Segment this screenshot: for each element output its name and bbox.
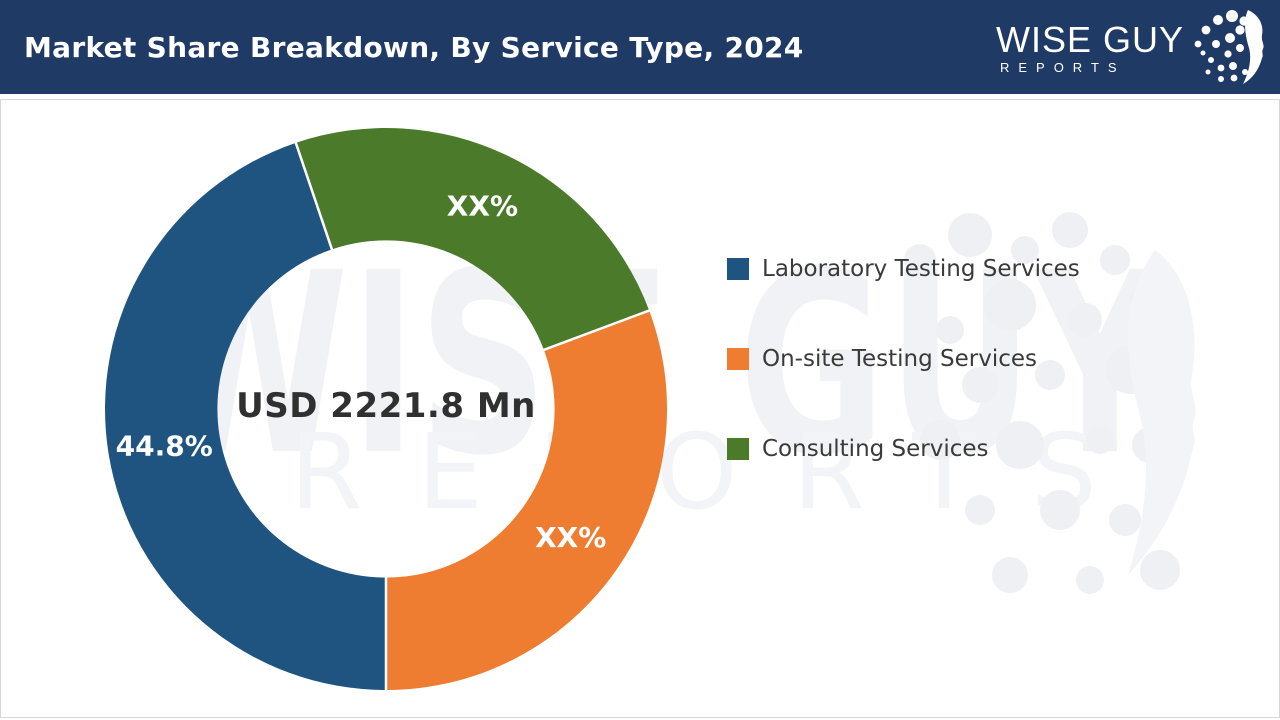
brand-logo: WISE GUY REPORTS: [996, 8, 1264, 88]
donut-segment-on-site-testing-services: [386, 310, 667, 690]
legend-item-on-site-testing-services: On-site Testing Services: [727, 342, 1080, 376]
donut-segment-consulting-services: [295, 128, 650, 350]
legend-label-consulting-services: Consulting Services: [762, 436, 989, 462]
segment-divider: [541, 308, 651, 352]
header-bar: Market Share Breakdown, By Service Type,…: [0, 0, 1280, 94]
brand-logo-subtitle: REPORTS: [999, 60, 1126, 76]
chart-title: Market Share Breakdown, By Service Type,…: [24, 30, 804, 64]
legend-label-laboratory-testing-services: Laboratory Testing Services: [762, 256, 1080, 282]
segment-label-on-site-testing-services: XX%: [535, 521, 606, 554]
segment-label-laboratory-testing-services: 44.8%: [116, 429, 213, 462]
brand-logo-wordmark: WISE GUY: [995, 18, 1184, 60]
brand-logo-face-icon: [1194, 10, 1264, 84]
legend-item-laboratory-testing-services: Laboratory Testing Services: [727, 252, 1080, 286]
legend-swatch-laboratory-testing-services: [727, 258, 749, 280]
legend-item-consulting-services: Consulting Services: [727, 432, 1080, 466]
legend-swatch-consulting-services: [727, 438, 749, 460]
donut-segment-laboratory-testing-services: [105, 142, 386, 690]
legend-swatch-on-site-testing-services: [727, 348, 749, 370]
donut-center-value: USD 2221.8 Mn: [236, 386, 536, 426]
segment-divider: [294, 141, 334, 252]
chart-legend: Laboratory Testing Services On-site Testi…: [727, 252, 1080, 466]
legend-label-on-site-testing-services: On-site Testing Services: [762, 346, 1037, 372]
segment-label-consulting-services: XX%: [447, 190, 518, 223]
